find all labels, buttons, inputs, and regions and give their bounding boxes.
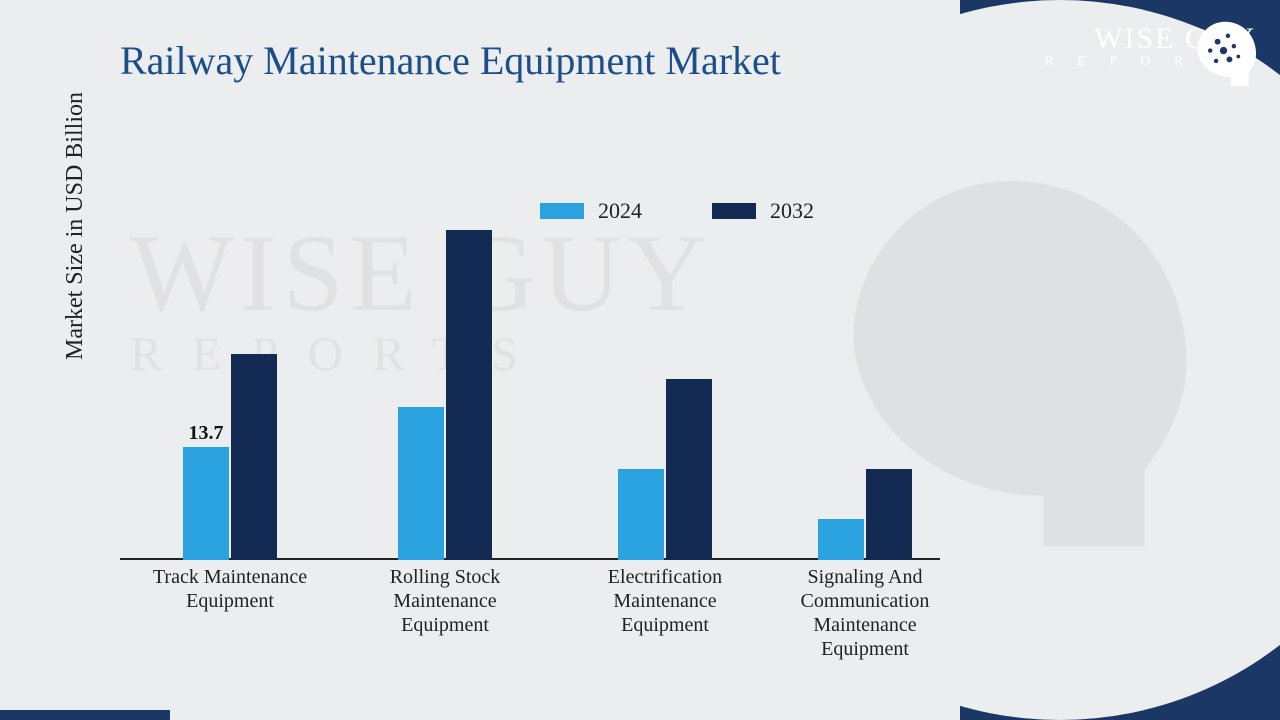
bar bbox=[446, 230, 492, 560]
x-tick-label: Track Maintenance Equipment bbox=[140, 565, 320, 613]
bar bbox=[231, 354, 277, 560]
bar bbox=[398, 407, 444, 560]
x-tick-label: Signaling And Communication Maintenance … bbox=[775, 565, 955, 661]
legend-item-2032: 2032 bbox=[712, 198, 814, 224]
bar bbox=[866, 469, 912, 560]
legend: 2024 2032 bbox=[540, 198, 814, 224]
brand-head-icon bbox=[1188, 18, 1262, 92]
bar: 13.7 bbox=[183, 447, 229, 560]
chart-title: Railway Maintenance Equipment Market bbox=[120, 38, 781, 84]
y-axis-label: Market Size in USD Billion bbox=[62, 92, 89, 360]
x-tick-label: Electrification Maintenance Equipment bbox=[575, 565, 755, 637]
bottom-accent-strip bbox=[0, 710, 170, 720]
legend-label-2024: 2024 bbox=[598, 198, 642, 224]
data-label: 13.7 bbox=[183, 422, 229, 447]
bar bbox=[618, 469, 664, 560]
plot-area: 13.7 bbox=[120, 230, 940, 560]
bar bbox=[666, 379, 712, 561]
stage: WISE GUY R E P O R T S WISE GUY REPORTS … bbox=[0, 0, 1280, 720]
brand-logo: WISE GUY R E P O R T S bbox=[1045, 22, 1256, 70]
legend-item-2024: 2024 bbox=[540, 198, 642, 224]
legend-swatch-2024 bbox=[540, 203, 584, 219]
legend-label-2032: 2032 bbox=[770, 198, 814, 224]
legend-swatch-2032 bbox=[712, 203, 756, 219]
bar bbox=[818, 519, 864, 560]
x-tick-label: Rolling Stock Maintenance Equipment bbox=[355, 565, 535, 637]
